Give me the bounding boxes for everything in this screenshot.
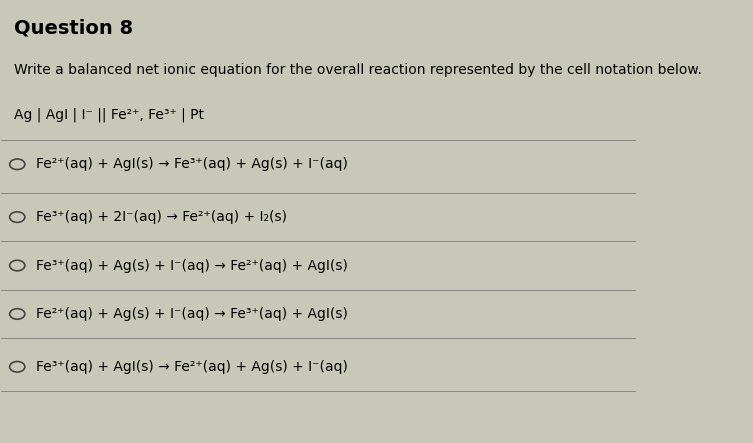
- Text: Write a balanced net ionic equation for the overall reaction represented by the : Write a balanced net ionic equation for …: [14, 63, 702, 77]
- Text: Fe³⁺(aq) + Ag(s) + I⁻(aq) → Fe²⁺(aq) + AgI(s): Fe³⁺(aq) + Ag(s) + I⁻(aq) → Fe²⁺(aq) + A…: [36, 259, 348, 272]
- Text: Fe³⁺(aq) + AgI(s) → Fe²⁺(aq) + Ag(s) + I⁻(aq): Fe³⁺(aq) + AgI(s) → Fe²⁺(aq) + Ag(s) + I…: [36, 360, 348, 374]
- Text: Fe²⁺(aq) + AgI(s) → Fe³⁺(aq) + Ag(s) + I⁻(aq): Fe²⁺(aq) + AgI(s) → Fe³⁺(aq) + Ag(s) + I…: [36, 157, 348, 171]
- Text: Question 8: Question 8: [14, 19, 133, 38]
- Text: Fe³⁺(aq) + 2I⁻(aq) → Fe²⁺(aq) + I₂(s): Fe³⁺(aq) + 2I⁻(aq) → Fe²⁺(aq) + I₂(s): [36, 210, 288, 224]
- Text: Fe²⁺(aq) + Ag(s) + I⁻(aq) → Fe³⁺(aq) + AgI(s): Fe²⁺(aq) + Ag(s) + I⁻(aq) → Fe³⁺(aq) + A…: [36, 307, 348, 321]
- Text: Ag | AgI | I⁻ || Fe²⁺, Fe³⁺ | Pt: Ag | AgI | I⁻ || Fe²⁺, Fe³⁺ | Pt: [14, 107, 204, 121]
